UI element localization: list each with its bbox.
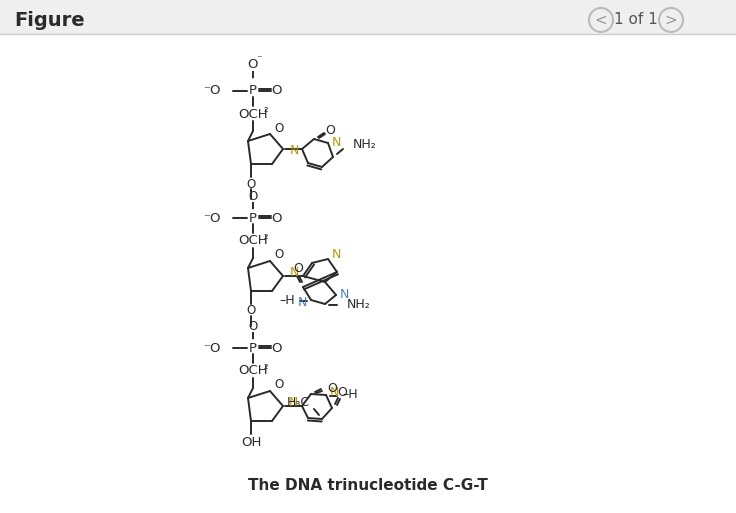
Text: O: O <box>327 383 337 396</box>
Text: >: > <box>665 12 677 28</box>
Text: O: O <box>337 385 347 399</box>
Text: O: O <box>325 125 335 137</box>
Text: P: P <box>249 342 257 354</box>
Text: N: N <box>332 248 342 262</box>
Text: N: N <box>290 145 299 157</box>
Text: –H: –H <box>342 388 358 402</box>
Text: P: P <box>249 85 257 97</box>
FancyBboxPatch shape <box>0 35 736 513</box>
Text: –H: –H <box>280 293 295 306</box>
Text: O: O <box>274 248 283 262</box>
Text: OCH: OCH <box>238 365 268 378</box>
Text: N: N <box>297 297 307 309</box>
Text: O: O <box>274 379 283 391</box>
Text: ⁻O: ⁻O <box>203 211 221 225</box>
Text: O: O <box>247 305 255 318</box>
Text: ⁻: ⁻ <box>256 54 262 64</box>
Text: Figure: Figure <box>14 10 85 30</box>
Text: 1 of 1: 1 of 1 <box>614 12 658 28</box>
Text: ⁻O: ⁻O <box>203 85 221 97</box>
Text: OCH: OCH <box>238 234 268 247</box>
Text: The DNA trinucleotide C-G-T: The DNA trinucleotide C-G-T <box>248 478 488 492</box>
Text: O: O <box>248 190 258 204</box>
Text: NH₂: NH₂ <box>353 137 377 150</box>
Text: P: P <box>249 211 257 225</box>
Text: O: O <box>248 321 258 333</box>
Text: ₂: ₂ <box>264 231 269 241</box>
Text: O: O <box>293 263 303 275</box>
Text: <: < <box>595 12 607 28</box>
Text: H₃C: H₃C <box>287 396 310 408</box>
Text: O: O <box>272 85 282 97</box>
Text: O: O <box>274 122 283 134</box>
Text: ⁻O: ⁻O <box>203 342 221 354</box>
Text: NH₂: NH₂ <box>347 298 371 310</box>
Text: O: O <box>247 177 255 190</box>
Text: O: O <box>272 342 282 354</box>
Text: O: O <box>248 58 258 71</box>
Text: N: N <box>330 386 339 400</box>
Text: OH: OH <box>241 436 261 448</box>
Text: N: N <box>340 288 350 302</box>
Text: ₂: ₂ <box>264 361 269 371</box>
Text: O: O <box>272 211 282 225</box>
Text: OCH: OCH <box>238 108 268 121</box>
Text: N: N <box>332 136 342 149</box>
Text: N: N <box>290 266 299 280</box>
Text: ₂: ₂ <box>264 104 269 114</box>
Text: N: N <box>289 397 298 409</box>
